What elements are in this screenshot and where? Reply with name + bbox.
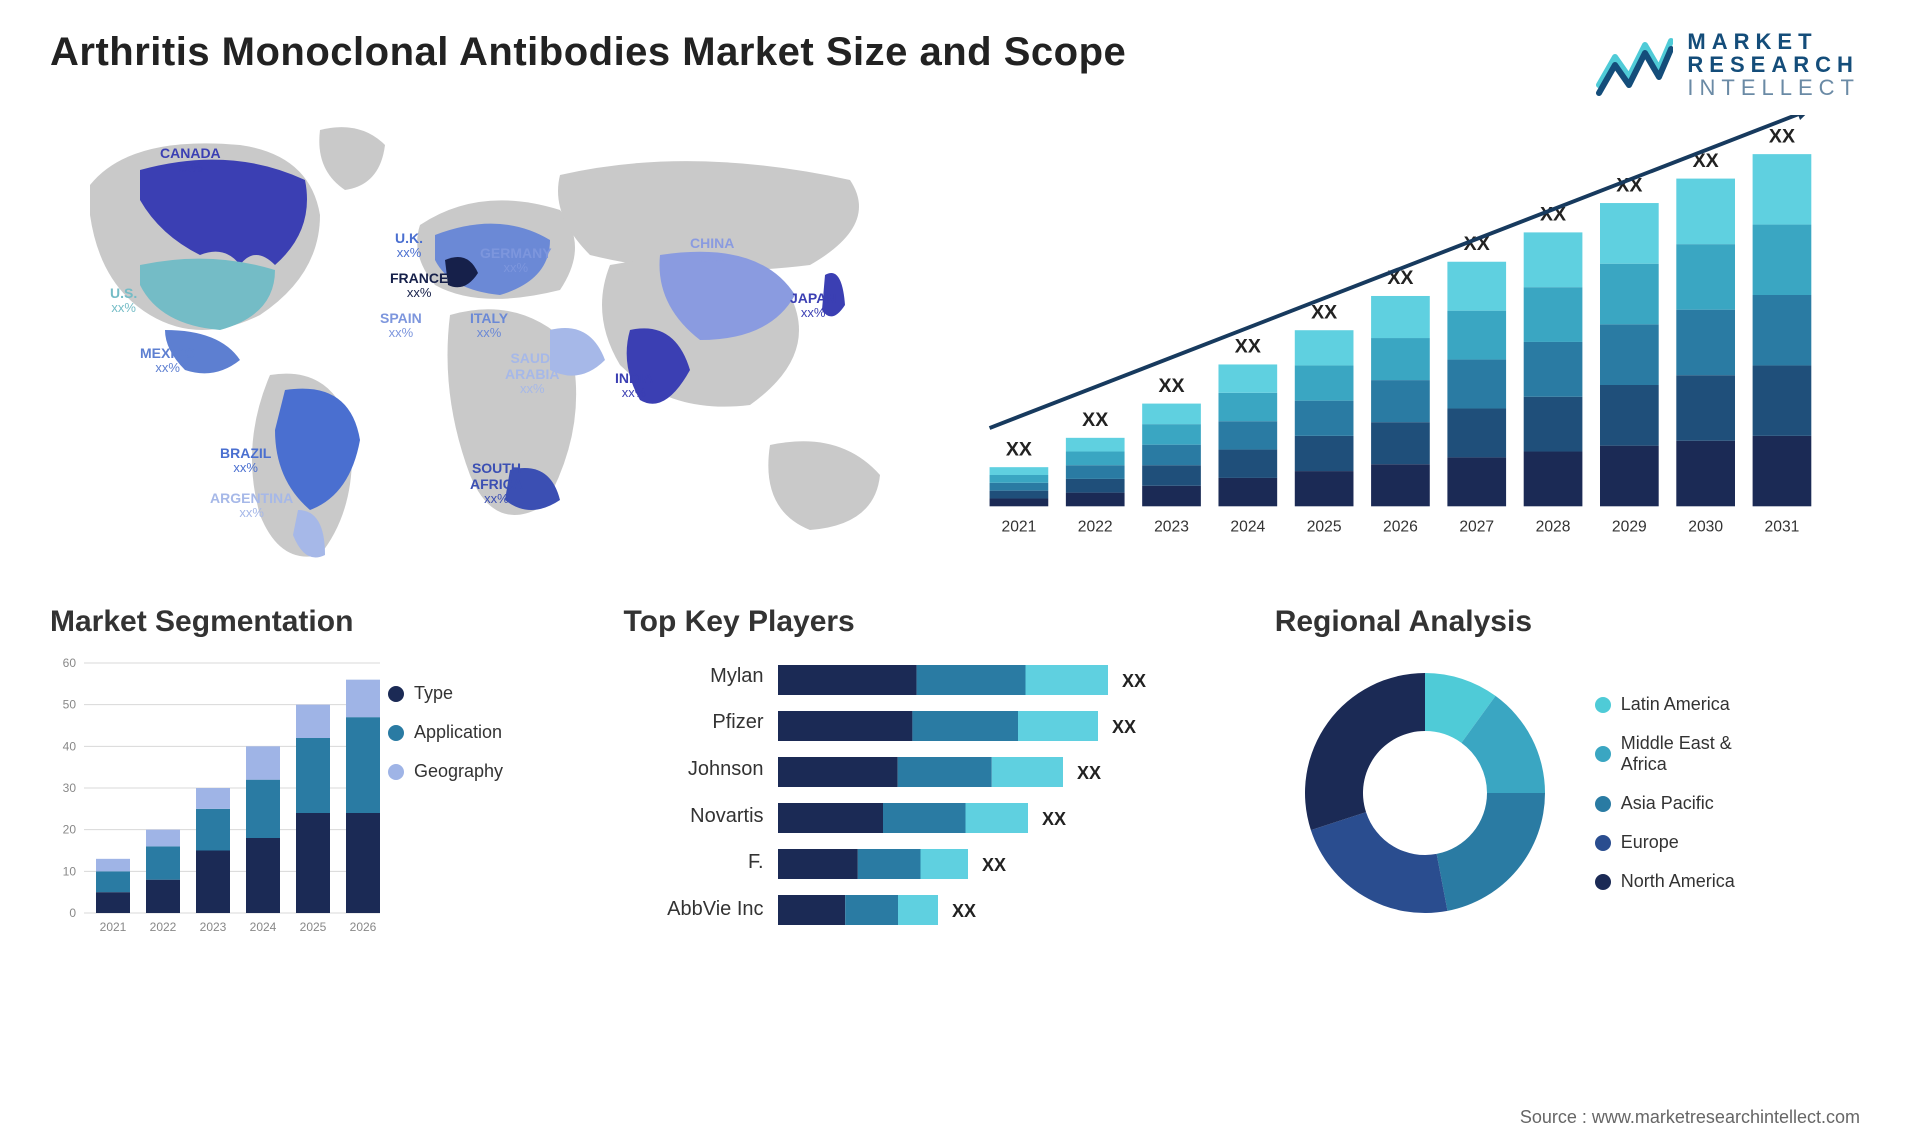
svg-text:2023: 2023 — [1154, 519, 1189, 536]
regional-legend: Latin America Middle East &Africa Asia Pac… — [1595, 694, 1735, 892]
svg-text:2024: 2024 — [250, 920, 277, 934]
svg-text:XX: XX — [1077, 763, 1101, 783]
seg-legend-application: Application — [388, 722, 503, 743]
map-label-canada: CANADAxx% — [160, 145, 221, 176]
player-label-johnson: Johnson — [624, 758, 764, 781]
svg-text:2022: 2022 — [1078, 519, 1113, 536]
segmentation-chart: 0102030405060202120222023202420252026 — [50, 653, 370, 933]
logo-text-3: INTELLECT — [1687, 76, 1860, 99]
svg-text:XX: XX — [1006, 438, 1032, 460]
map-label-spain: SPAINxx% — [380, 310, 422, 341]
map-label-china: CHINAxx% — [690, 235, 734, 266]
svg-text:2031: 2031 — [1765, 519, 1800, 536]
map-label-germany: GERMANYxx% — [480, 245, 552, 276]
map-label-u-k-: U.K.xx% — [395, 230, 423, 261]
map-label-india: INDIAxx% — [615, 370, 653, 401]
svg-text:2025: 2025 — [300, 920, 327, 934]
seg-legend-geography: Geography — [388, 761, 503, 782]
regional-title: Regional Analysis — [1275, 605, 1870, 639]
svg-text:2025: 2025 — [1307, 519, 1342, 536]
seg-legend-type: Type — [388, 683, 503, 704]
svg-text:XX: XX — [1082, 409, 1108, 431]
map-label-saudi-arabia: SAUDIARABIAxx% — [505, 350, 559, 397]
players-title: Top Key Players — [624, 605, 1245, 639]
svg-text:XX: XX — [982, 855, 1006, 875]
svg-text:2028: 2028 — [1536, 519, 1571, 536]
growth-chart-svg: XX2021XX2022XX2023XX2024XX2025XX2026XX20… — [970, 115, 1870, 565]
svg-text:0: 0 — [69, 906, 76, 920]
brand-logo: MARKET RESEARCH INTELLECT — [1595, 30, 1860, 99]
region-legend-asia-pacific: Asia Pacific — [1595, 793, 1735, 814]
svg-text:XX: XX — [1235, 336, 1261, 358]
svg-text:2022: 2022 — [150, 920, 177, 934]
svg-text:2023: 2023 — [200, 920, 227, 934]
svg-text:2026: 2026 — [350, 920, 377, 934]
svg-text:10: 10 — [63, 864, 77, 878]
map-label-mexico: MEXICOxx% — [140, 345, 195, 376]
map-label-france: FRANCExx% — [390, 270, 448, 301]
svg-text:2026: 2026 — [1383, 519, 1418, 536]
svg-text:2021: 2021 — [1002, 519, 1037, 536]
player-label-pfizer: Pfizer — [624, 711, 764, 734]
logo-text-1: MARKET — [1687, 30, 1860, 53]
regional-panel: Regional Analysis Latin America Middle Ea… — [1275, 605, 1870, 933]
svg-text:XX: XX — [1112, 717, 1136, 737]
svg-text:50: 50 — [63, 698, 77, 712]
map-label-italy: ITALYxx% — [470, 310, 508, 341]
player-label-f-: F. — [624, 851, 764, 874]
svg-text:XX: XX — [952, 901, 976, 921]
player-label-abbvie-inc: AbbVie Inc — [624, 898, 764, 921]
svg-text:XX: XX — [1042, 809, 1066, 829]
svg-text:XX: XX — [1158, 375, 1184, 397]
growth-chart: XX2021XX2022XX2023XX2024XX2025XX2026XX20… — [970, 115, 1870, 575]
player-label-novartis: Novartis — [624, 805, 764, 828]
segmentation-legend: Type Application Geography — [388, 653, 503, 933]
svg-text:2021: 2021 — [100, 920, 127, 934]
svg-text:2024: 2024 — [1230, 519, 1265, 536]
svg-text:XX: XX — [1311, 301, 1337, 323]
map-label-argentina: ARGENTINAxx% — [210, 490, 293, 521]
player-label-mylan: Mylan — [624, 665, 764, 688]
regional-donut — [1275, 653, 1575, 933]
players-panel: Top Key Players Mylan Pfizer Johnson Novart… — [624, 605, 1245, 933]
map-label-brazil: BRAZILxx% — [220, 445, 271, 476]
svg-text:2030: 2030 — [1688, 519, 1723, 536]
svg-text:2027: 2027 — [1459, 519, 1494, 536]
world-map: CANADAxx% U.S.xx% MEXICOxx% BRAZILxx% ARGENT… — [50, 115, 930, 575]
segmentation-panel: Market Segmentation 0 10 20 30 40 50 60 2021 202… — [50, 605, 594, 933]
svg-text:30: 30 — [63, 781, 77, 795]
region-legend-north-america: North America — [1595, 871, 1735, 892]
map-label-japan: JAPANxx% — [790, 290, 836, 321]
svg-text:20: 20 — [63, 823, 77, 837]
region-legend-europe: Europe — [1595, 832, 1735, 853]
logo-icon — [1595, 33, 1673, 97]
region-legend-middle-east-africa: Middle East &Africa — [1595, 733, 1735, 775]
svg-text:2029: 2029 — [1612, 519, 1647, 536]
svg-text:XX: XX — [1122, 671, 1146, 691]
logo-text-2: RESEARCH — [1687, 53, 1860, 76]
svg-text:60: 60 — [63, 656, 77, 670]
source-attribution: Source : www.marketresearchintellect.com — [1520, 1107, 1860, 1128]
players-chart: XX XX XX XX XX XX — [778, 653, 1245, 933]
map-label-u-s-: U.S.xx% — [110, 285, 137, 316]
region-legend-latin-america: Latin America — [1595, 694, 1735, 715]
segmentation-title: Market Segmentation — [50, 605, 594, 639]
svg-text:XX: XX — [1769, 125, 1795, 147]
svg-text:40: 40 — [63, 739, 77, 753]
players-labels: Mylan Pfizer Johnson Novartis F. AbbVie Inc — [624, 653, 764, 933]
map-label-south-africa: SOUTHAFRICAxx% — [470, 460, 523, 507]
